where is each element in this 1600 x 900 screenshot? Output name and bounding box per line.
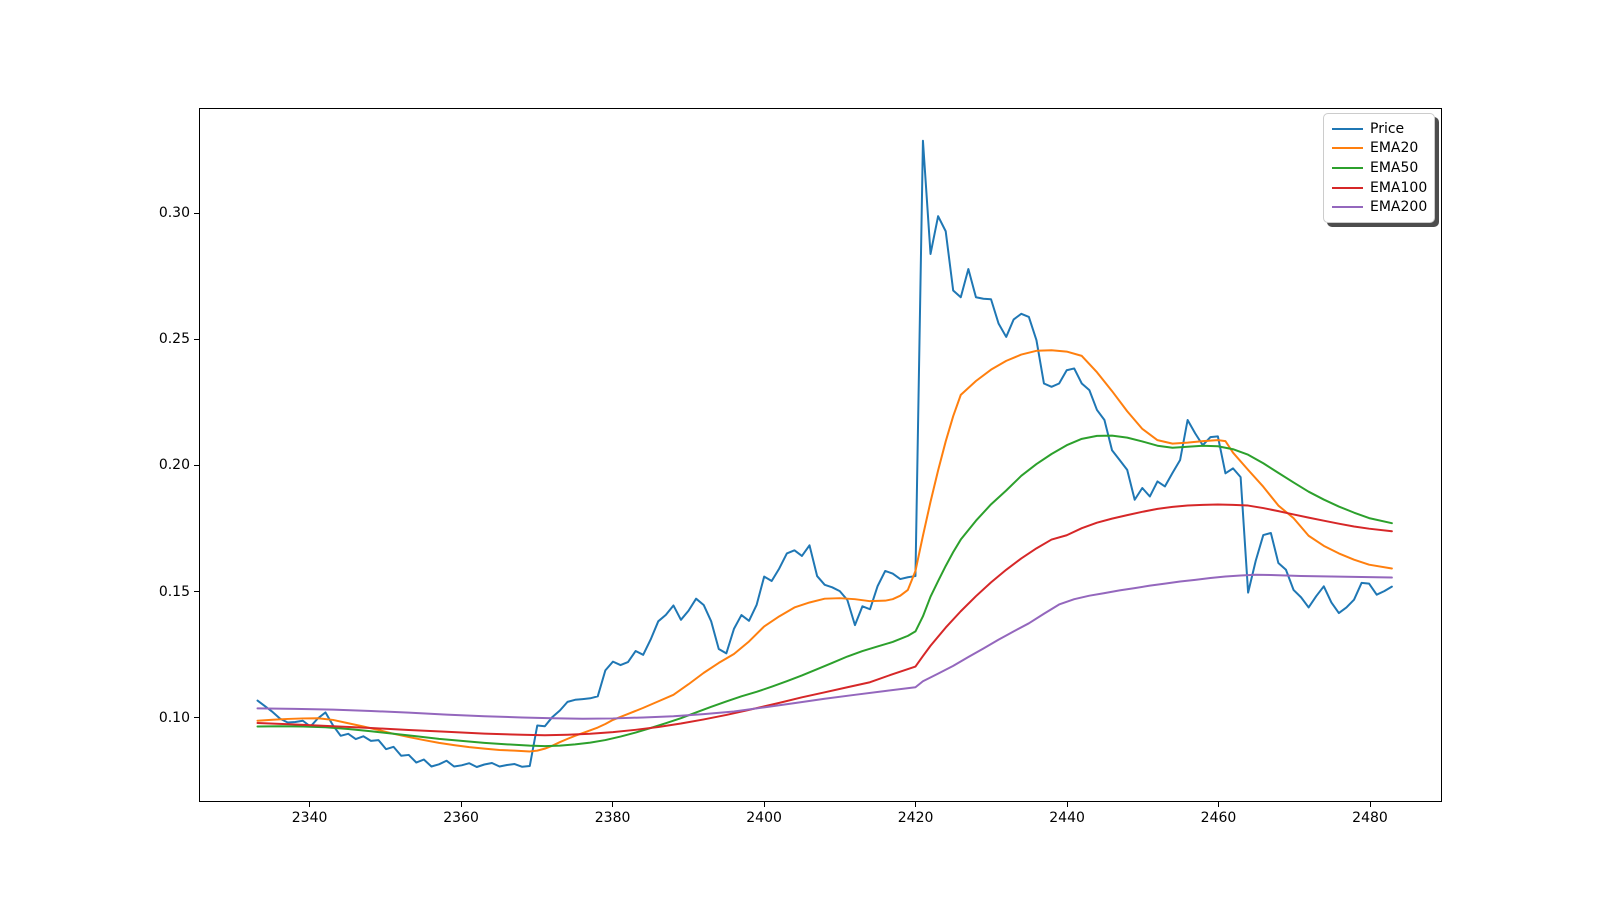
ema20-line <box>256 349 1393 753</box>
x-axis-tick <box>460 802 462 807</box>
plot-area <box>199 108 1442 802</box>
legend-item-ema100: EMA100 <box>1332 178 1428 198</box>
ema200-legend-line-icon <box>1332 206 1363 209</box>
ema100-line <box>256 503 1393 737</box>
legend: Price EMA20 EMA50 EMA100 EMA200 <box>1323 113 1435 223</box>
y-axis-tick <box>194 464 199 466</box>
legend-label: EMA20 <box>1370 140 1419 157</box>
x-axis-tick-label: 2420 <box>897 810 934 826</box>
x-axis-tick <box>309 802 311 807</box>
legend-item-ema50: EMA50 <box>1332 158 1426 178</box>
price-line <box>256 139 1393 768</box>
ema50-legend-line-icon <box>1332 166 1363 169</box>
x-axis-tick-label: 2400 <box>746 810 782 826</box>
x-axis-tick <box>1066 802 1068 807</box>
y-axis-tick-label: 0.30 <box>158 205 190 221</box>
y-axis-tick-label: 0.15 <box>158 583 190 600</box>
x-axis-tick-label: 2480 <box>1352 810 1388 826</box>
ema200-line <box>256 573 1393 720</box>
x-axis-tick <box>612 802 614 807</box>
y-axis-tick-label: 0.20 <box>158 457 190 474</box>
y-axis-tick <box>194 717 199 719</box>
price-legend-line-icon <box>1332 127 1363 130</box>
chart-canvas <box>256 139 1393 768</box>
ema100-legend-line-icon <box>1332 186 1363 189</box>
x-axis-tick <box>763 802 765 807</box>
legend-label: EMA100 <box>1370 179 1428 196</box>
legend-label: Price <box>1370 120 1405 137</box>
y-axis-tick-label: 0.25 <box>158 331 190 348</box>
ema20-legend-line-icon <box>1332 147 1363 150</box>
y-axis-tick-label: 0.10 <box>158 709 190 726</box>
x-axis-tick <box>1369 802 1371 807</box>
ema50-line <box>256 434 1393 748</box>
x-axis-tick-label: 2380 <box>594 810 631 826</box>
legend-item-ema20: EMA20 <box>1332 139 1426 159</box>
legend-label: EMA50 <box>1370 159 1419 176</box>
y-axis-tick <box>194 212 199 214</box>
x-axis-tick-label: 2360 <box>443 810 479 826</box>
x-axis-tick-label: 2460 <box>1200 810 1237 826</box>
y-axis-tick <box>194 338 199 340</box>
legend-item-price: Price <box>1332 119 1426 139</box>
x-axis-tick-label: 2340 <box>291 810 328 826</box>
legend-label: EMA200 <box>1370 199 1428 216</box>
x-axis-tick <box>1218 802 1219 807</box>
x-axis-tick-label: 2440 <box>1049 810 1085 826</box>
x-axis-tick <box>915 802 917 807</box>
y-axis-tick <box>194 591 199 592</box>
legend-item-ema200: EMA200 <box>1332 197 1428 217</box>
